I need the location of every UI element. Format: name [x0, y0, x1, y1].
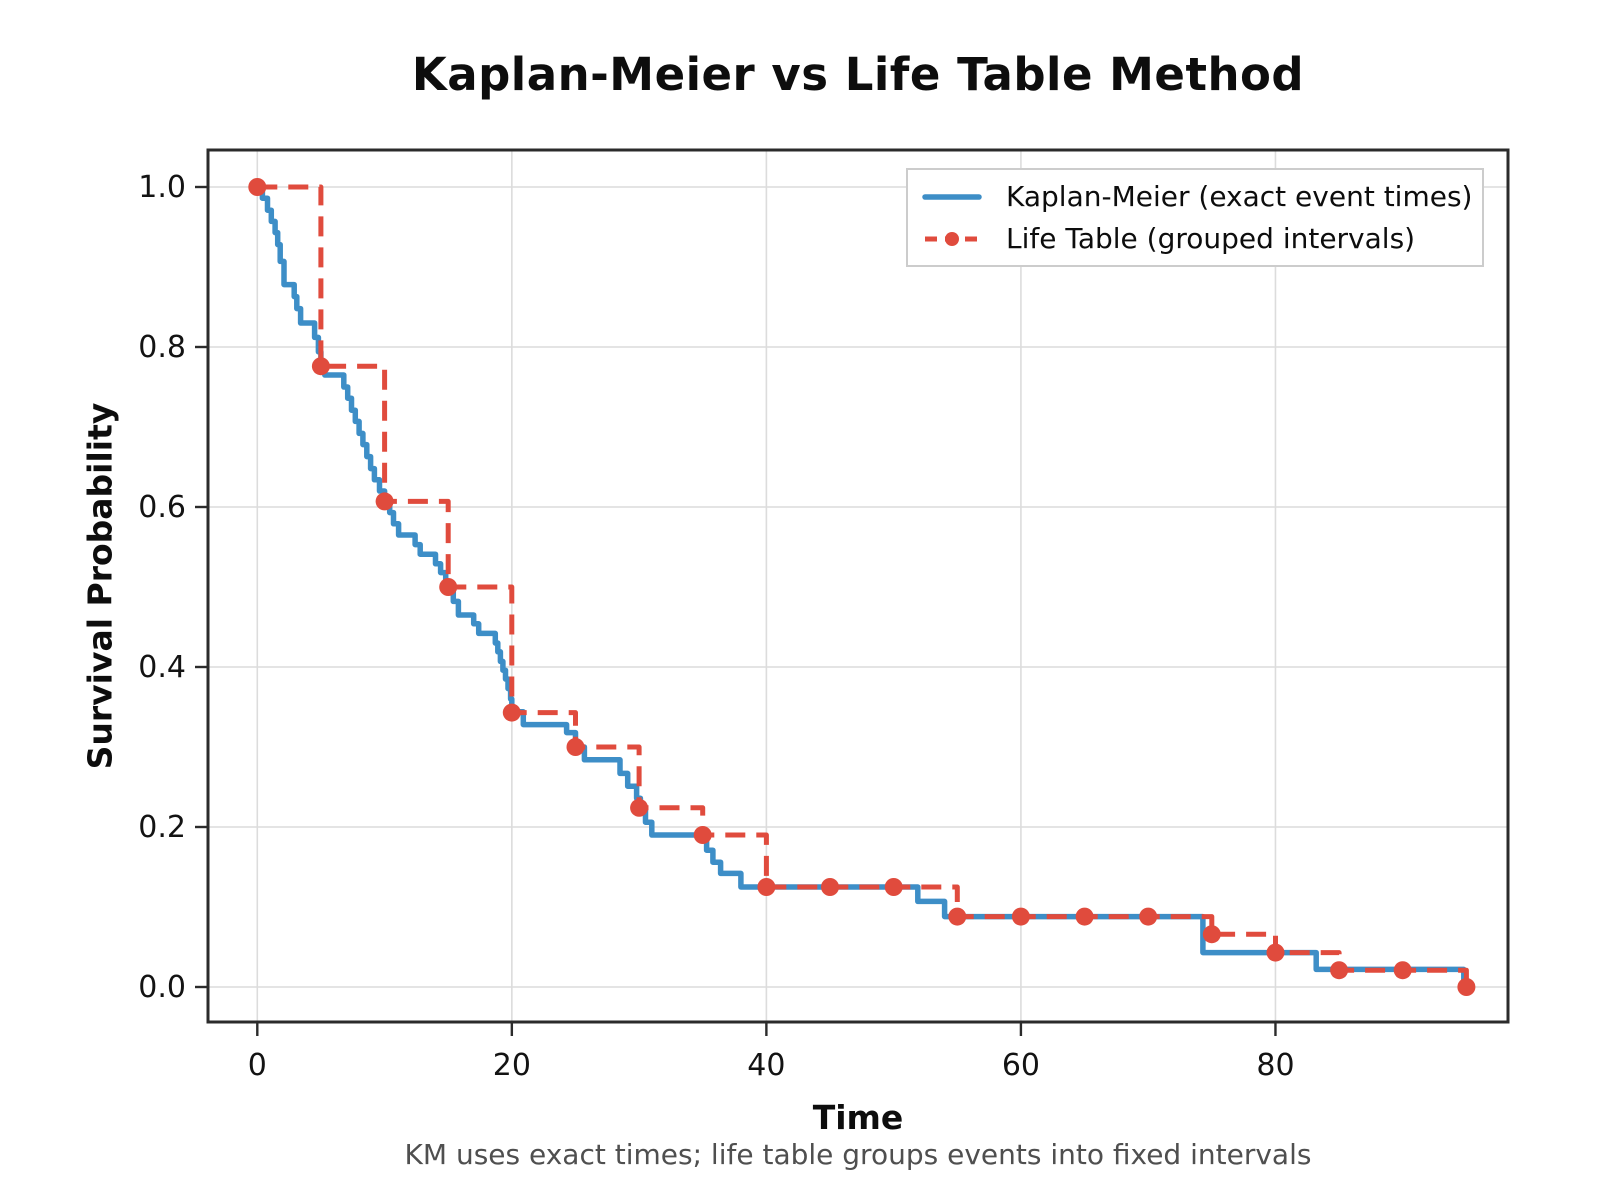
life-table-point: [1330, 961, 1349, 980]
y-tick-label: 0.6: [138, 490, 186, 525]
life-table-point: [757, 878, 776, 896]
life-table-point: [821, 878, 839, 896]
life-table-point: [948, 907, 967, 926]
life-table-point: [248, 178, 267, 196]
x-axis-label: Time: [812, 1098, 904, 1137]
life-table-point: [375, 492, 394, 511]
life-table-point: [1393, 961, 1412, 980]
life-table-point: [311, 357, 330, 376]
lifetable-line-swatch: [925, 231, 979, 246]
life-table-point: [439, 578, 458, 596]
chart-caption: KM uses exact times; life table groups e…: [404, 1138, 1312, 1171]
legend-label-life-table: Life Table (grouped intervals): [1006, 222, 1416, 255]
lifetable-marker-dot-icon: [945, 231, 959, 246]
y-tick-label: 0.2: [138, 810, 186, 845]
life-table-point: [1139, 907, 1158, 926]
legend-item-kaplan-meier: Kaplan-Meier (exact event times): [922, 176, 1482, 218]
y-tick-label: 1.0: [138, 170, 186, 205]
y-tick-label: 0.0: [138, 970, 186, 1005]
life-table-point: [502, 703, 521, 722]
y-axis-label: Survival Probability: [80, 402, 120, 770]
life-table-curve: [257, 184, 1469, 987]
life-table-point: [1075, 907, 1094, 926]
life-table-point: [566, 738, 585, 756]
x-tick-label: 20: [493, 1048, 531, 1083]
life-table-point: [1202, 925, 1221, 944]
life-table-markers: [248, 178, 1476, 996]
life-table-point: [1457, 978, 1476, 996]
km-line-swatch: [922, 193, 982, 200]
gridlines: [208, 150, 1508, 1022]
life-table-point: [693, 826, 712, 844]
axis-ticks: 0 20 40 60 80 0.0 0.2 0.4 0.6 0.8 1.0: [138, 170, 1294, 1083]
x-tick-label: 0: [248, 1048, 267, 1083]
y-tick-label: 0.8: [138, 330, 186, 365]
kaplan-meier-curve: [254, 184, 1467, 990]
x-tick-label: 60: [1002, 1048, 1040, 1083]
life-table-point: [884, 878, 903, 896]
life-table-point: [1011, 907, 1030, 926]
legend-label-kaplan-meier: Kaplan-Meier (exact event times): [1006, 180, 1473, 213]
plot-frame: [206, 148, 1510, 1024]
life-table-point: [1266, 943, 1285, 962]
life-table-point: [630, 798, 649, 817]
y-tick-label: 0.4: [138, 650, 186, 685]
x-tick-label: 80: [1256, 1048, 1294, 1083]
chart-title: Kaplan-Meier vs Life Table Method: [411, 48, 1305, 101]
legend-item-life-table: Life Table (grouped intervals): [922, 218, 1482, 260]
x-tick-label: 40: [747, 1048, 785, 1083]
legend: Kaplan-Meier (exact event times) Life Ta…: [906, 168, 1484, 267]
